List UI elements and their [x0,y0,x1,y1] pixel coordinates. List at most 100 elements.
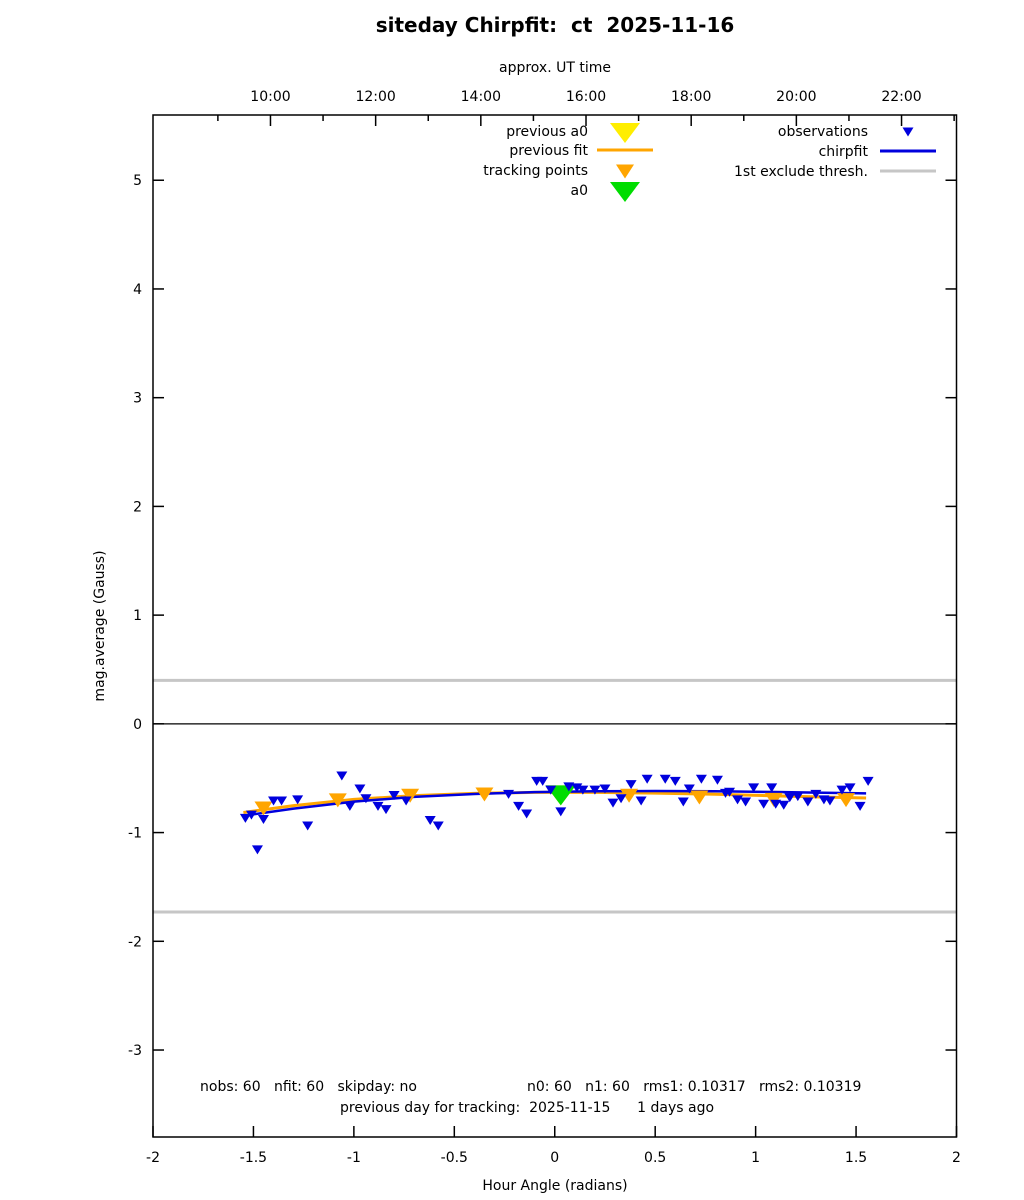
top-tick-label: 20:00 [776,89,816,105]
point-tracking-points [837,793,856,808]
plot-border-rect [152,114,958,1138]
x-tick-label: 2 [952,1150,961,1166]
point-observations [372,801,384,811]
point-observations [589,785,601,795]
point-observations [239,813,251,823]
legend-label-1st-exclude-thresh.: 1st exclude thresh. [734,164,868,180]
y-tick-label: 3 [133,391,142,407]
point-observations [695,774,707,784]
point-observations [400,796,412,806]
point-tracking-points [475,787,494,802]
x-tick-label: 0.5 [644,1150,666,1166]
x-axis-label: Hour Angle (radians) [482,1178,627,1194]
point-observations [563,782,575,792]
y-axis-label: mag.average (Gauss) [92,550,108,701]
legend-label-a0: a0 [571,183,589,199]
y-tick-label: -1 [128,826,142,842]
plot-border [152,114,958,1138]
point-observations [669,776,681,786]
x-tick-label: -2 [146,1150,160,1166]
point-observations [740,797,752,807]
axis-ticks [152,115,958,1137]
chart-title: siteday Chirpfit: ct 2025-11-16 [376,13,735,37]
x-tick-label: 0 [550,1150,559,1166]
tick-labels: -3 -2 -1 0 1 2 3 4 5 -2 -1.5 -1 -0.5 0 0.5 1 1.5 2 10:00 12… [128,89,961,1166]
y-tick-label: 2 [133,499,142,515]
x-tick-label: -1.5 [240,1150,267,1166]
point-observations [577,785,589,795]
point-observations [635,796,647,806]
point-observations [824,796,836,806]
point-tracking-points [328,793,347,808]
point-observations [615,794,627,804]
point-observations [354,784,366,794]
point-tracking-points [254,801,273,816]
legend-label-tracking-points: tracking points [483,163,588,179]
point-observations [677,797,689,807]
legend-marker-observations [902,127,914,137]
point-observations [659,774,671,784]
point-observations [344,801,356,811]
point-observations [257,814,269,824]
point-observations [784,793,796,803]
legend-label-chirpfit: chirpfit [819,144,869,160]
point-observations [625,780,637,790]
point-observations [778,800,790,810]
legend-label-previous-a0: previous a0 [506,124,588,140]
point-observations [711,775,723,785]
stats-line2: previous day for tracking: 2025-11-15 1 … [340,1100,714,1116]
y-tick-label: 0 [133,717,142,733]
series-layer [239,771,874,855]
point-tracking-points [620,788,639,803]
y-tick-label: -3 [128,1043,142,1059]
point-observations [302,821,314,831]
point-observations [545,785,557,795]
legend-label-observations: observations [778,124,868,140]
point-observations [503,789,515,799]
stats-line1-right: n0: 60 n1: 60 rms1: 0.10317 rms2: 0.1031… [527,1079,861,1095]
point-observations [862,776,874,786]
top-tick-label: 14:00 [461,89,501,105]
y-tick-label: 1 [133,608,142,624]
point-observations [748,783,760,793]
point-observations [292,795,304,805]
point-observations [555,807,567,817]
top-tick-label: 10:00 [250,89,290,105]
point-observations [732,795,744,805]
point-observations [521,809,533,819]
point-observations [758,799,770,809]
x-tick-label: 1.5 [845,1150,867,1166]
point-tracking-points [690,790,709,805]
point-observations [432,821,444,831]
legend-marker-a0 [610,182,640,202]
point-observations [380,805,392,815]
point-observations [424,816,436,826]
point-observations [599,784,611,794]
top-axis-label: approx. UT time [499,60,611,76]
x-tick-label: -0.5 [441,1150,468,1166]
stats-line1-left: nobs: 60 nfit: 60 skipday: no [200,1079,417,1095]
threshold-lines [153,678,957,914]
point-observations [810,789,822,799]
point-observations [770,799,782,809]
legend-marker-previous-a0 [610,123,640,143]
top-tick-label: 22:00 [881,89,921,105]
point-observations [268,796,280,806]
y-tick-label: -2 [128,934,142,950]
point-observations [683,784,695,794]
point-observations [336,771,348,781]
y-tick-label: 5 [133,173,142,189]
point-observations [245,810,257,820]
y-tick-label: 4 [133,282,142,298]
point-observations [844,783,856,793]
point-observations [641,774,653,784]
point-observations [836,785,848,795]
x-tick-label: 1 [751,1150,760,1166]
point-observations [854,801,866,811]
point-observations [724,787,736,797]
point-observations [537,776,549,786]
point-observations [792,792,804,802]
top-tick-label: 12:00 [355,89,395,105]
